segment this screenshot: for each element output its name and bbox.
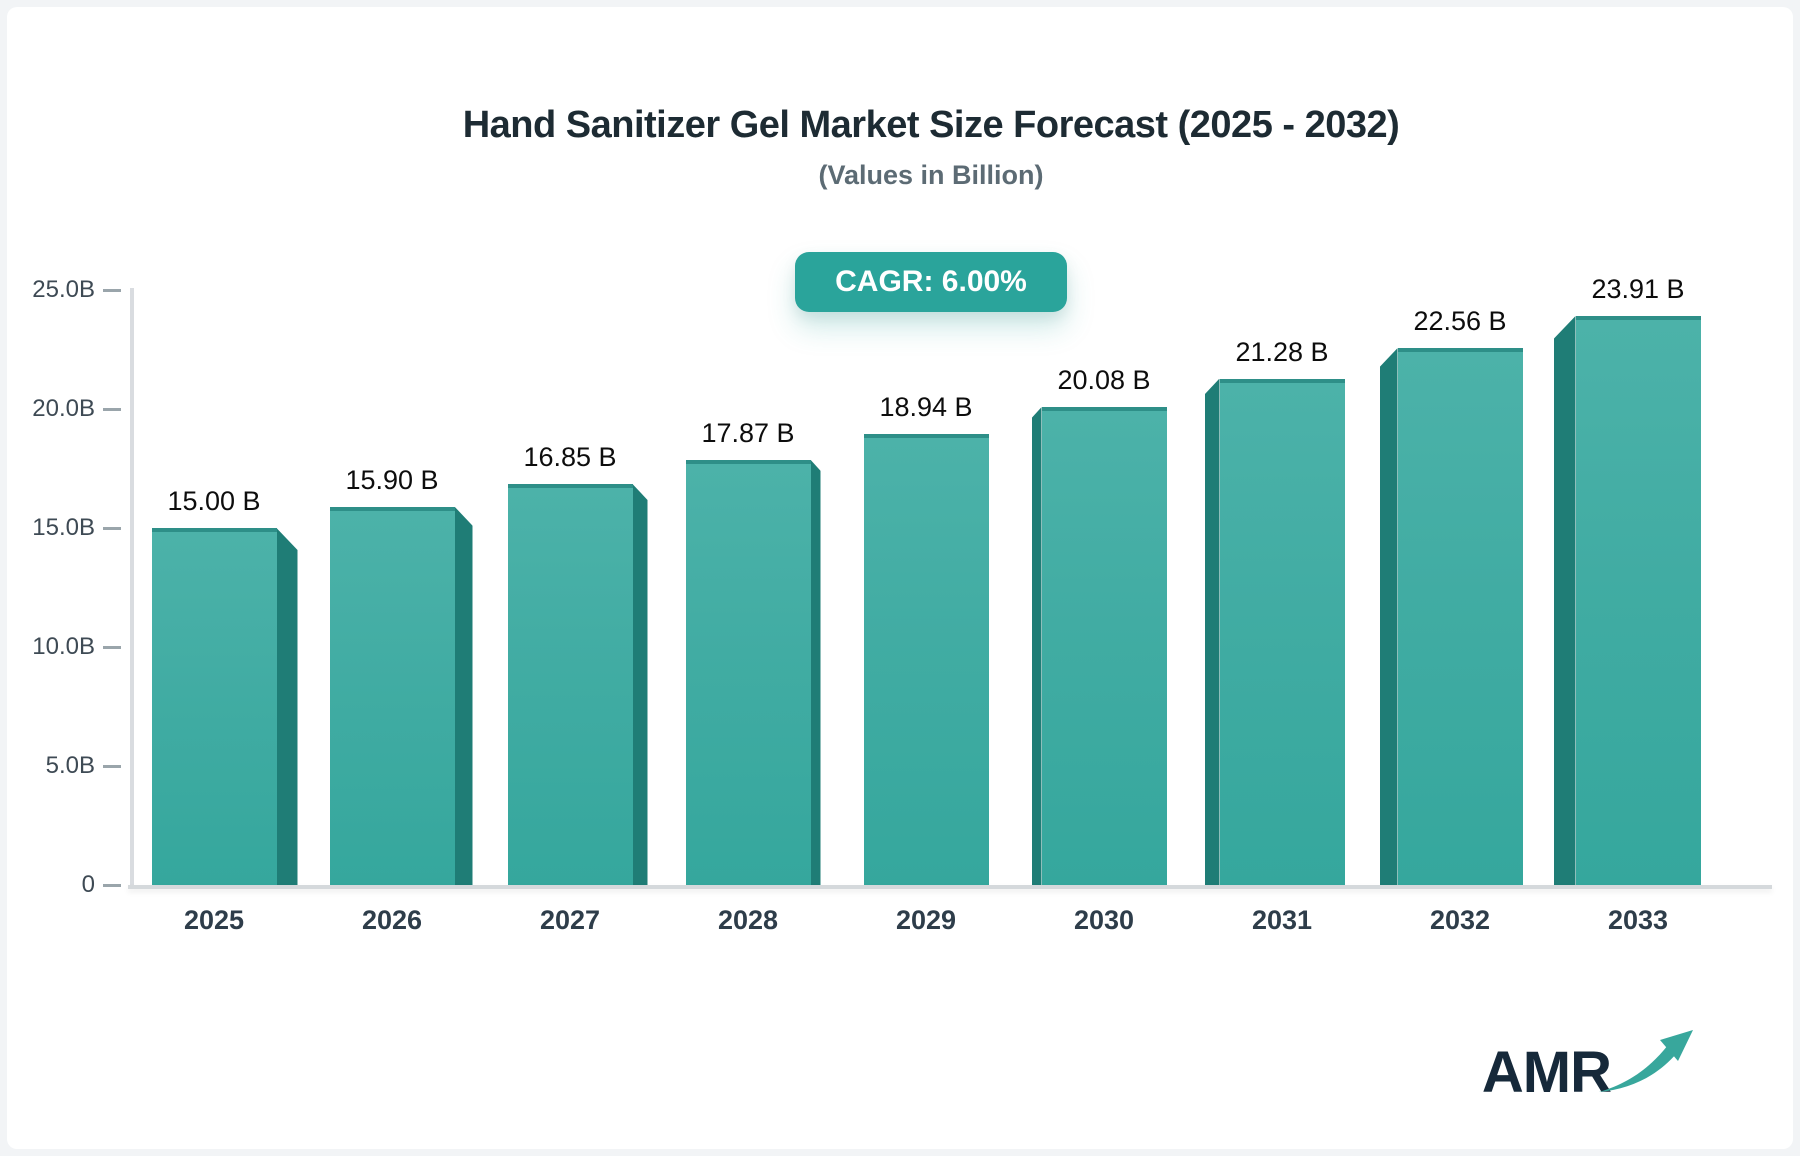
- y-tick-label: 0: [81, 871, 95, 898]
- x-axis-label-2032: 2032: [1429, 905, 1491, 935]
- bar-2026[interactable]: [329, 506, 455, 885]
- bar-2033[interactable]: [1575, 315, 1701, 885]
- bar-value-label-2033: 23.91 B: [1591, 273, 1685, 304]
- bar-2027[interactable]: [507, 483, 633, 885]
- y-tick-mark: [103, 765, 121, 768]
- chart-title: Hand Sanitizer Gel Market Size Forecast …: [462, 104, 1400, 146]
- bar-value-label-2027: 16.85 B: [523, 441, 617, 472]
- growth-arrow-icon: [1599, 1030, 1693, 1092]
- y-tick-label: 5.0B: [45, 752, 95, 779]
- x-axis-label-2029: 2029: [895, 905, 957, 935]
- bar-2032[interactable]: [1397, 348, 1523, 885]
- bar-side-2028: [810, 459, 821, 885]
- x-axis-label-2027: 2027: [539, 905, 601, 935]
- y-tick-mark: [103, 408, 121, 411]
- x-axis-label-2026: 2026: [361, 905, 423, 935]
- bar-value-label-2025: 15.00 B: [167, 486, 261, 516]
- cagr-badge: CAGR: 6.00%: [795, 252, 1067, 312]
- bar-side-2032: [1379, 348, 1398, 885]
- bar-side-2026: [454, 506, 473, 885]
- bar-value-label-2032: 22.56 B: [1413, 306, 1507, 337]
- bar-side-2033: [1553, 315, 1576, 885]
- x-axis-label-2028: 2028: [717, 905, 779, 935]
- y-tick-label: 15.0B: [32, 514, 95, 541]
- bar-value-label-2030: 20.08 B: [1057, 365, 1151, 396]
- bar-value-label-2029: 18.94 B: [879, 392, 973, 423]
- bar-2029[interactable]: [863, 434, 989, 885]
- bar-side-2025: [276, 528, 298, 885]
- chart-subtitle: (Values in Billion): [818, 160, 1044, 190]
- x-axis-label-2033: 2033: [1607, 905, 1669, 935]
- bar-value-label-2026: 15.90 B: [345, 464, 439, 495]
- y-tick-mark: [103, 527, 121, 530]
- x-axis-label-2031: 2031: [1251, 905, 1313, 935]
- bar-2030[interactable]: [1041, 407, 1167, 885]
- cagr-badge-row: CAGR: 6.00%: [62, 252, 1800, 312]
- x-axis-label-2025: 2025: [183, 905, 245, 935]
- x-axis-line: [128, 885, 1772, 889]
- y-tick-label: 20.0B: [32, 395, 95, 422]
- bar-2031[interactable]: [1219, 378, 1345, 885]
- y-tick-mark: [103, 289, 121, 292]
- amr-logo-text: AMR: [1481, 1039, 1612, 1105]
- y-tick-label: 25.0B: [32, 276, 95, 303]
- bar-side-2031: [1204, 378, 1220, 885]
- amr-logo: AMR: [1481, 1030, 1705, 1108]
- y-tick-mark: [103, 646, 121, 649]
- bar-2025[interactable]: [151, 528, 277, 885]
- y-tick-label: 10.0B: [32, 633, 95, 660]
- bar-side-2030: [1031, 407, 1042, 885]
- bar-side-2027: [632, 483, 648, 885]
- y-axis-line: [130, 288, 134, 889]
- bar-value-label-2031: 21.28 B: [1235, 336, 1329, 367]
- bar-value-label-2028: 17.87 B: [701, 417, 795, 448]
- bar-2028[interactable]: [685, 459, 811, 885]
- y-tick-mark: [103, 884, 121, 887]
- x-axis-label-2030: 2030: [1073, 905, 1135, 935]
